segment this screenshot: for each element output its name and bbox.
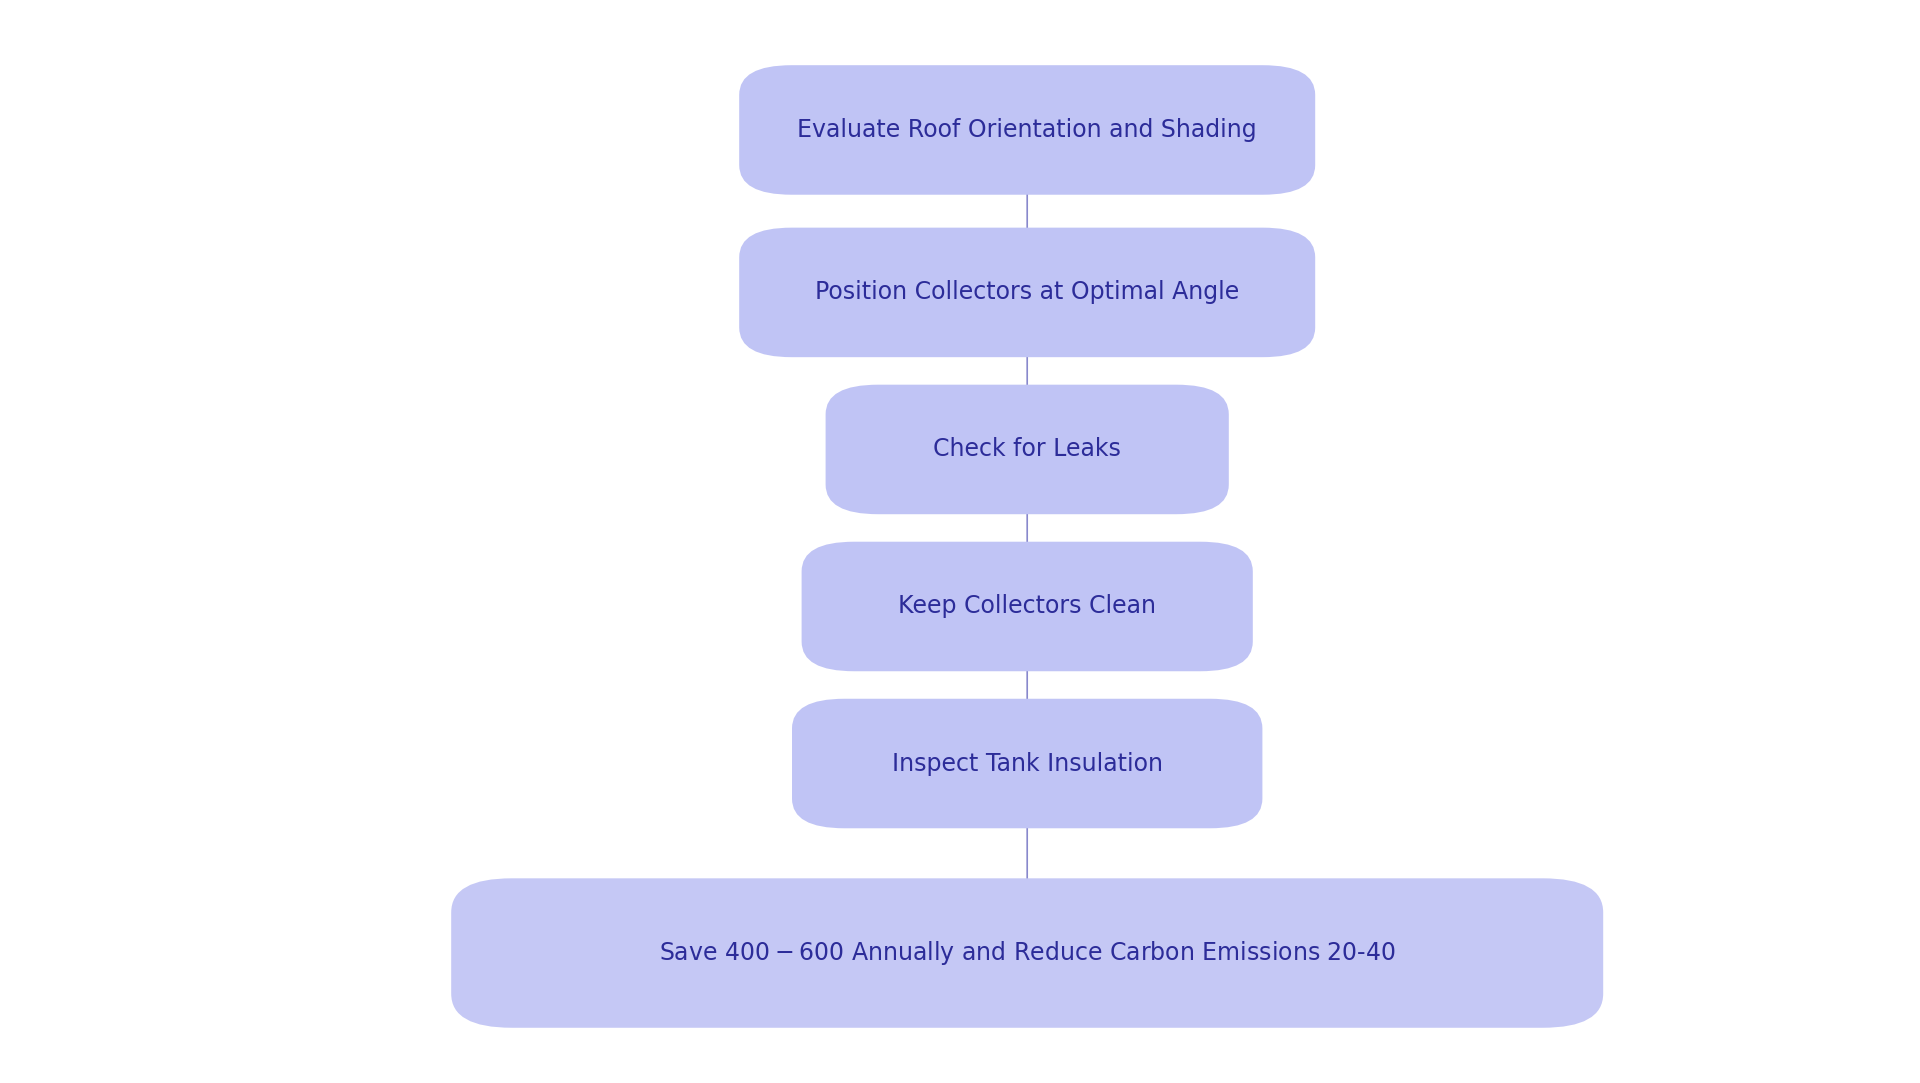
Text: Evaluate Roof Orientation and Shading: Evaluate Roof Orientation and Shading xyxy=(797,118,1258,142)
FancyBboxPatch shape xyxy=(739,227,1315,357)
FancyBboxPatch shape xyxy=(826,384,1229,514)
Text: Keep Collectors Clean: Keep Collectors Clean xyxy=(899,595,1156,618)
Text: Save $400-$600 Annually and Reduce Carbon Emissions 20-40: Save $400-$600 Annually and Reduce Carbo… xyxy=(659,939,1396,967)
FancyBboxPatch shape xyxy=(739,65,1315,195)
Text: Position Collectors at Optimal Angle: Position Collectors at Optimal Angle xyxy=(816,280,1238,304)
FancyBboxPatch shape xyxy=(803,542,1254,671)
FancyBboxPatch shape xyxy=(793,699,1263,828)
Text: Inspect Tank Insulation: Inspect Tank Insulation xyxy=(891,752,1164,775)
FancyBboxPatch shape xyxy=(451,878,1603,1028)
Text: Check for Leaks: Check for Leaks xyxy=(933,438,1121,461)
